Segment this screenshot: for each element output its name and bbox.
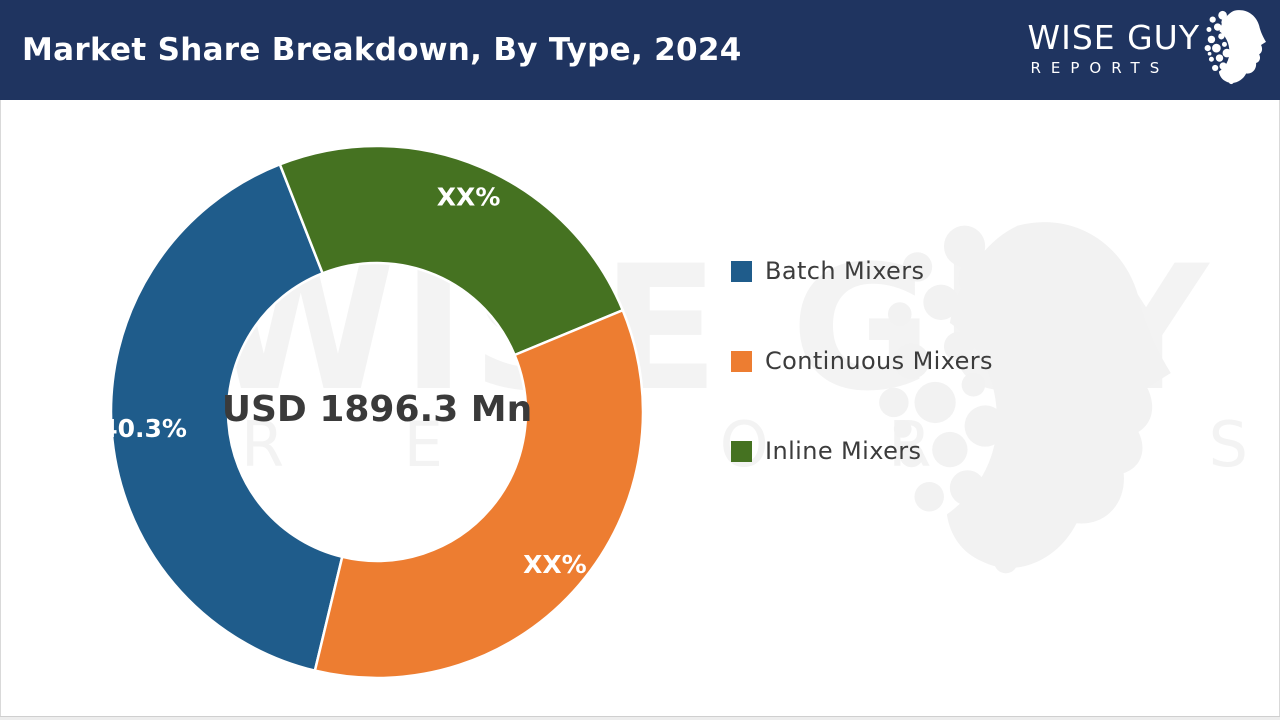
brand-logo-text: WISE GUY REPORTS xyxy=(1027,17,1200,77)
brand-subtitle: REPORTS xyxy=(1030,58,1170,77)
chart-area: WISE GUY R E P O R T S USD 1896.3 Mn 40.… xyxy=(0,100,1280,717)
legend: Batch Mixers Continuous Mixers Inline Mixe… xyxy=(731,257,993,528)
slice-label-batch-mixers: 40.3% xyxy=(107,414,187,443)
slice-label-continuous-mixers: XX% xyxy=(523,550,587,579)
slice-batch-mixers xyxy=(109,162,344,673)
slice-continuous-mixers xyxy=(313,308,645,680)
legend-swatch xyxy=(731,440,752,462)
legend-label: Batch Mixers xyxy=(765,257,925,285)
chart-center-value: USD 1896.3 Mn xyxy=(222,389,532,430)
brand-face-icon xyxy=(1204,7,1266,88)
header: Market Share Breakdown, By Type, 2024 WI… xyxy=(0,0,1280,100)
legend-item-batch-mixers: Batch Mixers xyxy=(731,257,993,285)
legend-swatch xyxy=(731,350,752,372)
bottom-divider xyxy=(0,716,1280,720)
legend-swatch xyxy=(731,260,752,282)
donut-chart: USD 1896.3 Mn 40.3% XX% XX% xyxy=(107,144,645,680)
legend-item-continuous-mixers: Continuous Mixers xyxy=(731,347,993,375)
legend-label: Inline Mixers xyxy=(765,437,922,465)
page-title: Market Share Breakdown, By Type, 2024 xyxy=(22,32,742,68)
slice-label-inline-mixers: XX% xyxy=(437,183,501,212)
brand-logo: WISE GUY REPORTS xyxy=(1027,7,1266,88)
legend-label: Continuous Mixers xyxy=(765,347,993,375)
legend-item-inline-mixers: Inline Mixers xyxy=(731,437,993,465)
slice-inline-mixers xyxy=(278,144,625,357)
brand-name: WISE GUY xyxy=(1027,17,1200,57)
